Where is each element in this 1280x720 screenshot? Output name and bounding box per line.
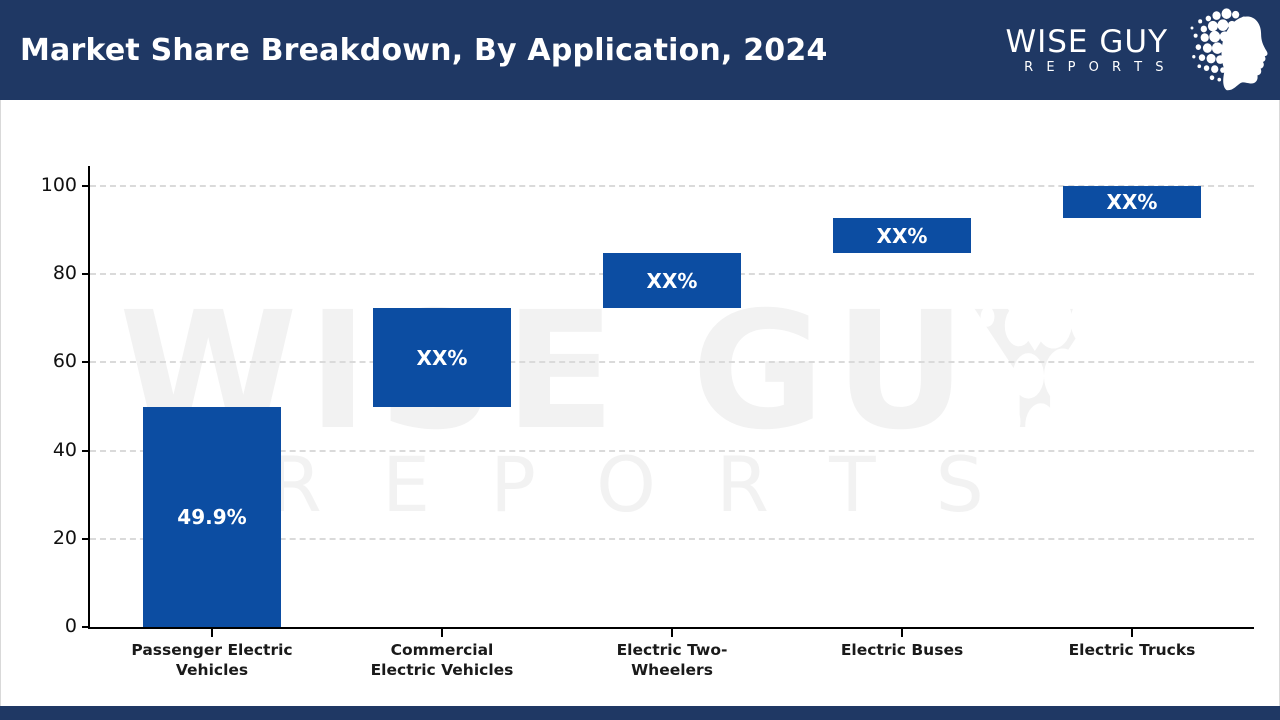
y-axis-tick-label: 40 xyxy=(52,438,77,461)
wise-guy-logo: WISE GUY R E P O R T S xyxy=(1005,7,1280,93)
bar-value-label: XX% xyxy=(876,223,928,248)
x-axis-tick-mark xyxy=(671,629,673,637)
x-axis-category-label: Passenger Electric Vehicles xyxy=(131,641,293,680)
y-axis-tick-label: 100 xyxy=(40,174,77,196)
bar-value-label: XX% xyxy=(646,268,698,293)
chart-area: WISE GUY R E P O R T S 0 20 40 60 80 100 49.9%… xyxy=(0,100,1280,706)
y-axis-line xyxy=(88,166,90,629)
bar-segment: XX% xyxy=(373,308,511,407)
footer-bar xyxy=(0,706,1280,720)
x-axis-tick-mark xyxy=(1131,629,1133,637)
gridline-100 xyxy=(90,185,1254,187)
y-axis-tick-mark xyxy=(82,185,89,187)
logo-wordmark: WISE GUY R E P O R T S xyxy=(1005,25,1168,75)
y-axis-tick-label: 80 xyxy=(52,262,77,285)
x-axis-tick-mark xyxy=(901,629,903,637)
bar-value-label: 49.9% xyxy=(177,504,247,529)
header-bar: Market Share Breakdown, By Application, … xyxy=(0,0,1280,100)
bar-value-label: XX% xyxy=(1106,190,1158,215)
gridline-40 xyxy=(90,449,1254,452)
x-axis-line xyxy=(88,627,1254,629)
y-axis-tick-mark xyxy=(82,273,89,276)
x-axis-tick-mark xyxy=(211,629,213,637)
logo-wordmark-main: WISE GUY xyxy=(1005,23,1168,60)
bar-segment: XX% xyxy=(833,218,971,254)
x-axis-tick-mark xyxy=(441,629,443,637)
bar-segment: 49.9% xyxy=(143,406,281,627)
y-axis-tick-label: 60 xyxy=(52,350,77,373)
gridline-20 xyxy=(90,537,1254,540)
bar-segment: XX% xyxy=(1063,186,1201,219)
bar-value-label: XX% xyxy=(416,345,468,370)
logo-wordmark-sub: R E P O R T S xyxy=(1024,60,1168,76)
x-axis-category-label: Electric Trucks xyxy=(1068,641,1196,659)
page-title: Market Share Breakdown, By Application, … xyxy=(20,32,828,68)
y-axis-tick-mark xyxy=(82,626,89,628)
bar-segment: XX% xyxy=(603,253,741,309)
y-axis-tick-mark xyxy=(82,361,89,364)
gridline-60 xyxy=(90,361,1254,364)
x-axis-category-label: Commercial Electric Vehicles xyxy=(370,641,514,680)
y-axis-tick-mark xyxy=(82,537,89,540)
y-axis-tick-mark xyxy=(82,449,89,452)
watermark-text-sub: R E P O R T S xyxy=(269,440,1002,529)
logo-head-icon xyxy=(1190,8,1268,91)
y-axis-tick-label: 0 xyxy=(64,615,77,637)
x-axis-category-label: Electric Two- Wheelers xyxy=(616,641,728,680)
y-axis-tick-label: 20 xyxy=(52,526,77,549)
x-axis-category-label: Electric Buses xyxy=(840,641,964,659)
